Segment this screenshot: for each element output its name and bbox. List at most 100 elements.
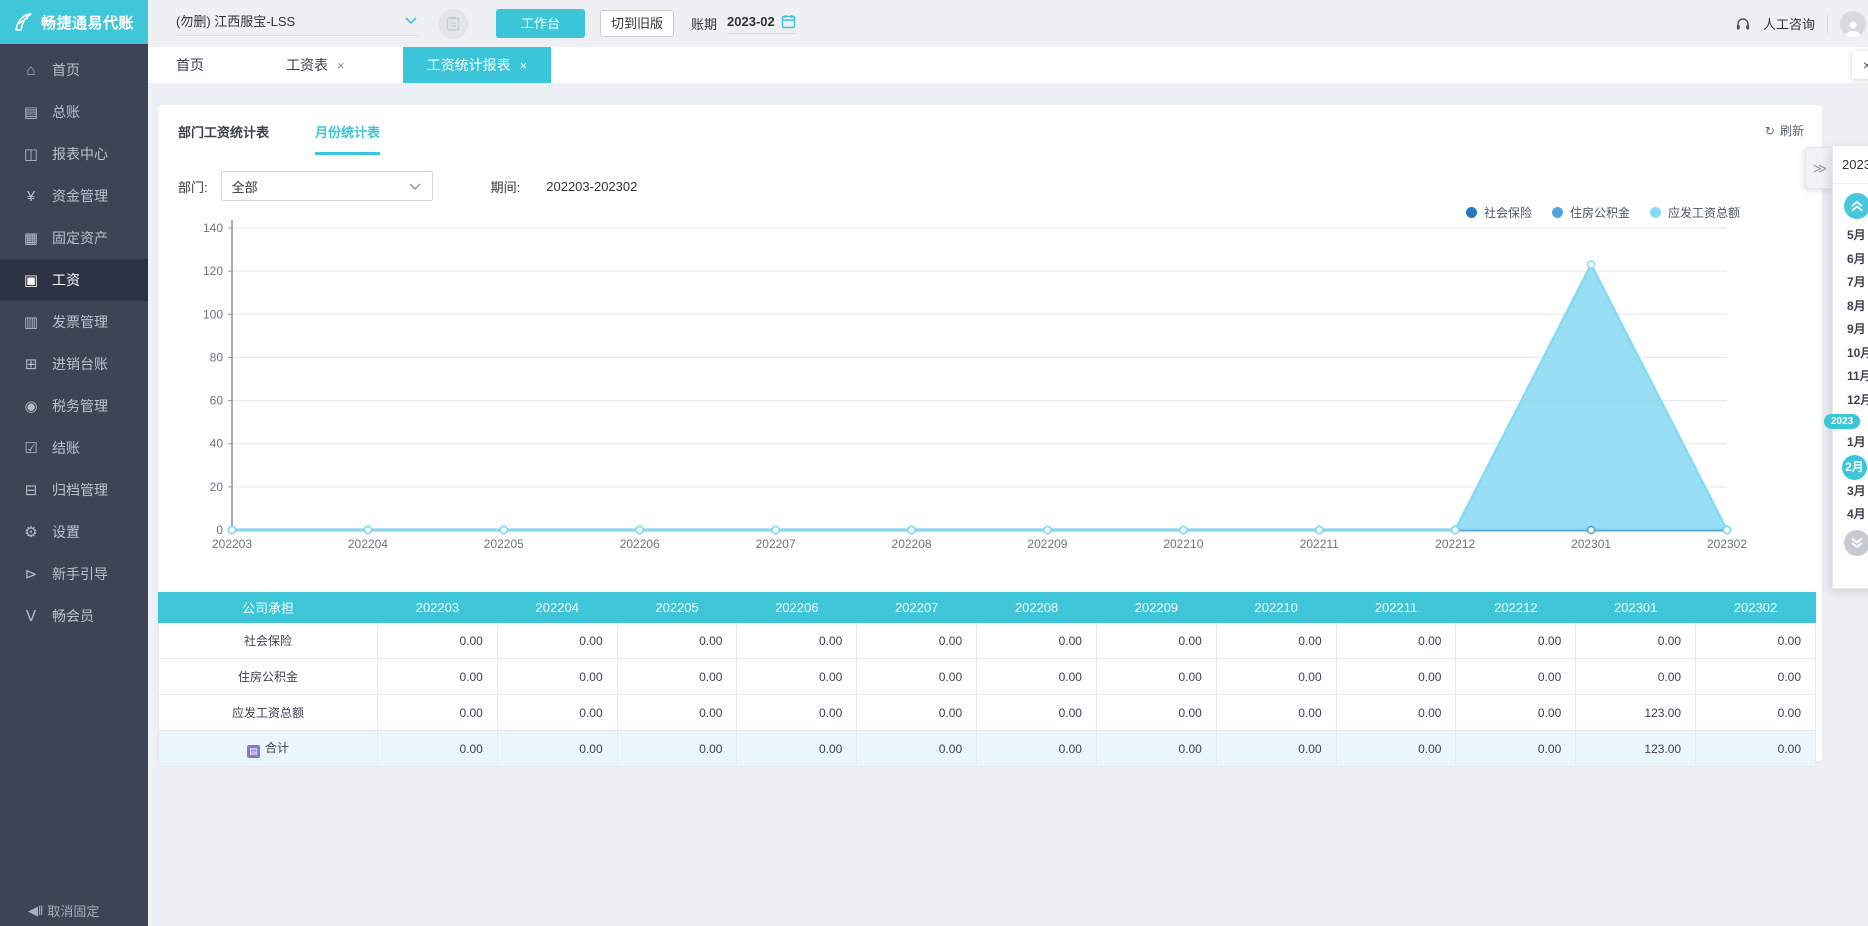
- switch-legacy-button[interactable]: 切到旧版: [600, 10, 675, 37]
- sidebar-item-tax-management[interactable]: ◉ 税务管理: [0, 385, 148, 427]
- period-month-2月[interactable]: 2月: [1842, 454, 1867, 480]
- department-select[interactable]: 全部: [220, 171, 433, 201]
- refresh-icon: ↻: [1764, 123, 1775, 138]
- sidebar-item-settings[interactable]: ⚙ 设置: [0, 511, 148, 553]
- sidebar-item-salary[interactable]: ▣ 工资: [0, 259, 148, 301]
- sidebar-item-archive-management[interactable]: ⊟ 归档管理: [0, 469, 148, 511]
- period-month-6月[interactable]: 6月: [1847, 251, 1866, 266]
- period-month-11月[interactable]: 11月: [1847, 369, 1868, 383]
- table-header-cell: 202205: [616, 592, 738, 623]
- sidebar-item-member[interactable]: Ⅴ 畅会员: [0, 595, 148, 637]
- table-cell: 0.00: [1575, 658, 1697, 695]
- legend-item-住房公积金[interactable]: 住房公积金: [1551, 204, 1630, 221]
- table-cell: 0.00: [1215, 658, 1337, 695]
- table-cell: 0.00: [1095, 694, 1217, 731]
- notes-button[interactable]: [438, 8, 468, 39]
- tab-label: 首页: [176, 57, 204, 73]
- sub-tab-部门工资统计表[interactable]: 部门工资统计表: [178, 125, 270, 140]
- svg-text:202302: 202302: [1707, 537, 1747, 551]
- newbie-guide-icon: ⊳: [24, 566, 38, 583]
- svg-text:202204: 202204: [348, 537, 388, 551]
- sub-tab-月份统计表[interactable]: 月份统计表: [315, 122, 381, 155]
- organization-selector[interactable]: (勿删) 江西服宝-LSS: [176, 11, 418, 36]
- user-icon: [1845, 20, 1862, 37]
- accounting-period: 账期 2023-02: [691, 14, 796, 34]
- tabstrip-close-button[interactable]: ×: [1852, 51, 1868, 79]
- table-cell: 0.00: [856, 694, 978, 731]
- chart-legend: 社会保险 住房公积金 应发工资总额: [1465, 204, 1740, 221]
- row-label: ▤ 合计: [158, 730, 378, 767]
- purchase-sales-ledger-icon: ⊞: [24, 356, 38, 373]
- unpin-sidebar-button[interactable]: ◀‖ 取消固定: [28, 901, 99, 920]
- period-month-7月[interactable]: 7月: [1847, 275, 1866, 289]
- support-link[interactable]: 人工咨询: [1763, 17, 1816, 32]
- period-scroll-up-button[interactable]: [1844, 193, 1868, 219]
- close-tab-icon[interactable]: ×: [519, 57, 528, 73]
- sidebar-item-general-ledger[interactable]: ▤ 总账: [0, 91, 148, 133]
- period-month-4月[interactable]: 4月: [1847, 507, 1866, 521]
- sidebar-item-funds-management[interactable]: ¥ 资金管理: [0, 175, 148, 217]
- legend-item-应发工资总额[interactable]: 应发工资总额: [1649, 204, 1740, 221]
- period-month-3月[interactable]: 3月: [1847, 483, 1866, 498]
- sidebar: 畅捷通易代账 ⌂ 首页 ▤ 总账 ◫ 报表中心 ¥ 资金管理 ▦ 固定资产 ▣ 工资 ▥ 发票管理 ⊞ 进销台…: [0, 0, 148, 926]
- period-month-8月[interactable]: 8月: [1847, 298, 1866, 313]
- period-month-9月[interactable]: 9月: [1847, 322, 1866, 336]
- funds-management-icon: ¥: [26, 187, 36, 205]
- svg-text:202206: 202206: [620, 537, 660, 551]
- period-month-1月[interactable]: 1月: [1847, 435, 1866, 449]
- calendar-icon: [781, 14, 796, 28]
- period-label: 账期: [691, 17, 718, 32]
- svg-text:20: 20: [210, 480, 224, 494]
- period-month-12月[interactable]: 12月: [1847, 392, 1868, 407]
- tab-首页[interactable]: 首页: [152, 47, 228, 83]
- svg-text:140: 140: [203, 221, 223, 235]
- tab-工资统计报表[interactable]: 工资统计报表 ×: [402, 47, 552, 83]
- period-month-10月[interactable]: 10月: [1847, 345, 1868, 360]
- sidebar-item-newbie-guide[interactable]: ⊳ 新手引导: [0, 553, 148, 595]
- app-logo[interactable]: 畅捷通易代账: [0, 0, 148, 44]
- period-panel-collapse-handle[interactable]: ≫: [1805, 147, 1834, 189]
- sidebar-item-closing[interactable]: ☑ 结账: [0, 427, 148, 469]
- avatar[interactable]: [1840, 10, 1867, 37]
- organization-name: (勿删) 江西服宝-LSS: [176, 14, 296, 29]
- sidebar-item-home[interactable]: ⌂ 首页: [0, 49, 148, 91]
- period-month-5月[interactable]: 5月: [1847, 228, 1866, 242]
- table-cell: 0.00: [616, 730, 738, 767]
- table-cell: 0.00: [1455, 730, 1577, 767]
- row-label: 应发工资总额: [158, 694, 378, 731]
- workbench-button[interactable]: 工作台: [496, 9, 586, 38]
- double-chevron-down-icon: [1851, 537, 1863, 548]
- table-cell: 123.00: [1575, 694, 1697, 731]
- row-label: 住房公积金: [158, 658, 378, 695]
- close-tab-icon[interactable]: ×: [337, 57, 345, 73]
- legend-dot: [1649, 207, 1661, 218]
- legend-label: 住房公积金: [1569, 206, 1630, 220]
- table-cell: 0.00: [1335, 730, 1457, 767]
- sidebar-item-report-center[interactable]: ◫ 报表中心: [0, 133, 148, 175]
- period-scroll-down-button[interactable]: [1844, 529, 1868, 556]
- current-period[interactable]: 2023.02: [1833, 146, 1868, 184]
- salary-chart[interactable]: 0 20 40 60 80 100 120 140 202203 202204 202205 2022…: [158, 200, 1822, 575]
- invoice-management-icon: ▥: [23, 314, 39, 331]
- period-picker[interactable]: 2023-02: [727, 14, 796, 34]
- department-value: 全部: [231, 179, 258, 195]
- archive-management-icon: ⊟: [24, 482, 38, 499]
- chevron-down-icon: [405, 17, 417, 25]
- table-cell: 0.00: [1215, 622, 1337, 659]
- table-cell: 0.00: [736, 730, 858, 767]
- svg-text:100: 100: [203, 307, 223, 321]
- legend-item-社会保险[interactable]: 社会保险: [1465, 204, 1532, 221]
- tab-工资表[interactable]: 工资表 ×: [262, 47, 369, 83]
- refresh-button[interactable]: ↻ 刷新: [1765, 122, 1804, 139]
- table-cell: 0.00: [1215, 694, 1337, 731]
- table-cell: 0.00: [496, 622, 618, 659]
- sidebar-item-purchase-sales-ledger[interactable]: ⊞ 进销台账: [0, 343, 148, 385]
- report-sub-tabs: 部门工资统计表 月份统计表: [158, 105, 1822, 155]
- sidebar-item-label: 归档管理: [52, 482, 108, 498]
- clipboard-icon: [446, 16, 460, 31]
- sidebar-item-fixed-assets[interactable]: ▦ 固定资产: [0, 217, 148, 259]
- legend-dot: [1465, 207, 1477, 218]
- table-header-cell: 202211: [1335, 592, 1457, 623]
- sidebar-item-invoice-management[interactable]: ▥ 发票管理: [0, 301, 148, 343]
- table-cell: 0.00: [736, 622, 858, 659]
